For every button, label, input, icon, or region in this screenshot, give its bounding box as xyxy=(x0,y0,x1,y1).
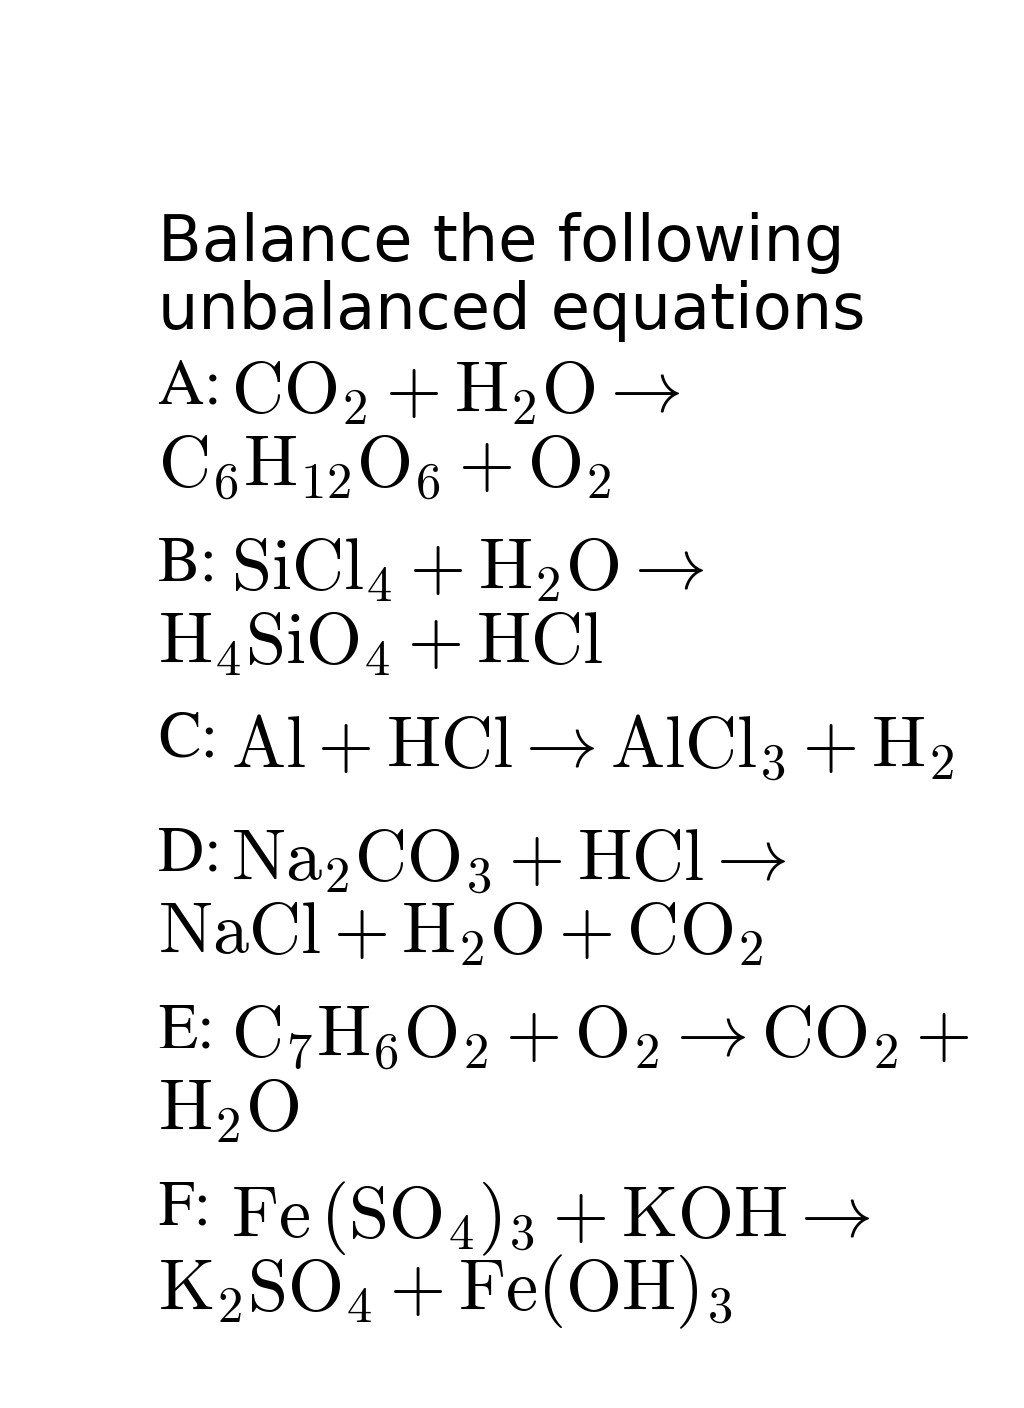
Text: D:: D: xyxy=(158,826,222,884)
Text: $\mathrm{C_7H_6O_2 + O_2 \rightarrow CO_2 +}$: $\mathrm{C_7H_6O_2 + O_2 \rightarrow CO_… xyxy=(231,1002,970,1073)
Text: $\mathrm{Al + HCl \rightarrow AlCl_3 + H_2}$: $\mathrm{Al + HCl \rightarrow AlCl_3 + H… xyxy=(231,712,954,783)
Text: $\mathrm{H_2O}$: $\mathrm{H_2O}$ xyxy=(158,1076,300,1145)
Text: E:: E: xyxy=(158,1002,215,1062)
Text: $\mathrm{H_4SiO_4 + HCl}$: $\mathrm{H_4SiO_4 + HCl}$ xyxy=(158,610,603,679)
Text: F:: F: xyxy=(158,1180,212,1238)
Text: B:: B: xyxy=(158,535,218,594)
Text: C:: C: xyxy=(158,712,218,772)
Text: $\mathrm{C_6H_{12}O_6 + O_2}$: $\mathrm{C_6H_{12}O_6 + O_2}$ xyxy=(158,432,611,503)
Text: $\mathrm{Fe\,(SO_4)_3 + KOH \rightarrow}$: $\mathrm{Fe\,(SO_4)_3 + KOH \rightarrow}… xyxy=(231,1180,870,1257)
Text: $\mathrm{NaCl + H_2O + CO_2}$: $\mathrm{NaCl + H_2O + CO_2}$ xyxy=(158,900,764,969)
Text: $\mathrm{SiCl_4 + H_2O \rightarrow}$: $\mathrm{SiCl_4 + H_2O \rightarrow}$ xyxy=(231,535,705,604)
Text: unbalanced equations: unbalanced equations xyxy=(158,280,865,342)
Text: $\mathrm{CO_2 + H_2O \rightarrow}$: $\mathrm{CO_2 + H_2O \rightarrow}$ xyxy=(231,359,681,428)
Text: Balance the following: Balance the following xyxy=(158,213,845,275)
Text: $\mathrm{Na_2CO_3 + HCl \rightarrow}$: $\mathrm{Na_2CO_3 + HCl \rightarrow}$ xyxy=(231,826,786,895)
Text: $\mathrm{K_2SO_4 + Fe(OH)_3}$: $\mathrm{K_2SO_4 + Fe(OH)_3}$ xyxy=(158,1253,732,1332)
Text: A:: A: xyxy=(158,359,222,417)
